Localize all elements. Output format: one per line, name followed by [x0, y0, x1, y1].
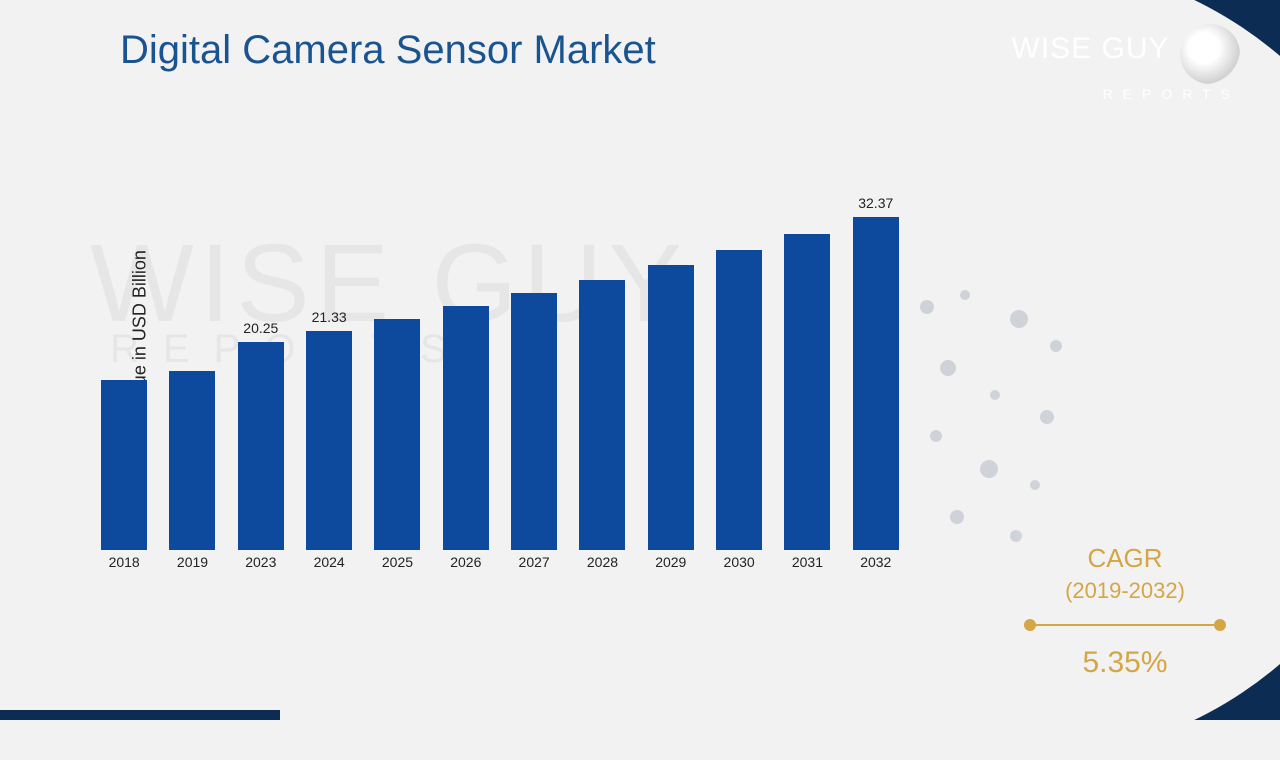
logo-text-sub: REPORTS — [1012, 86, 1240, 102]
x-axis-label: 2025 — [367, 554, 427, 580]
logo: WISE GUY REPORTS — [1012, 24, 1240, 102]
bar — [374, 319, 420, 550]
bar-value-label: 32.37 — [858, 195, 893, 213]
x-axis-label: 2030 — [709, 554, 769, 580]
bar — [853, 217, 899, 550]
bar-group — [504, 271, 564, 550]
x-axis-label: 2024 — [299, 554, 359, 580]
bar-group — [777, 212, 837, 550]
face-dots-decoration — [880, 280, 1120, 580]
x-axis-label: 2026 — [436, 554, 496, 580]
bottom-strip — [0, 710, 280, 720]
x-axis-label: 2023 — [231, 554, 291, 580]
cagr-label: CAGR — [1010, 543, 1240, 574]
bar-group — [367, 297, 427, 550]
bar-group — [162, 349, 222, 550]
bar-group: 32.37 — [846, 195, 906, 550]
bar — [579, 280, 625, 551]
x-axis-label: 2019 — [162, 554, 222, 580]
x-axis-label: 2031 — [777, 554, 837, 580]
bar-group — [641, 243, 701, 550]
bar — [169, 371, 215, 550]
bar-value-label: 21.33 — [312, 309, 347, 327]
bar-group — [94, 358, 154, 550]
bar — [784, 234, 830, 550]
bar-group: 21.33 — [299, 309, 359, 550]
x-axis-labels: 2018 2019 2023 2024 2025 2026 2027 2028 2029 2030… — [90, 554, 910, 580]
bar — [238, 342, 284, 550]
cagr-block: CAGR (2019-2032) 5.35% — [1010, 543, 1240, 680]
logo-text-main: WISE GUY — [1012, 32, 1170, 65]
cagr-value: 5.35% — [1010, 646, 1240, 680]
x-axis-label: 2018 — [94, 554, 154, 580]
x-axis-label: 2032 — [846, 554, 906, 580]
bar-group — [572, 258, 632, 551]
cagr-divider — [1030, 624, 1220, 626]
logo-head-icon — [1180, 24, 1240, 84]
x-axis-label: 2027 — [504, 554, 564, 580]
bar-group — [709, 228, 769, 550]
bar — [648, 265, 694, 550]
cagr-years: (2019-2032) — [1010, 578, 1240, 604]
bar — [306, 331, 352, 550]
bar — [716, 250, 762, 550]
chart-title: Digital Camera Sensor Market — [120, 28, 656, 73]
x-axis-label: 2028 — [572, 554, 632, 580]
bar — [101, 380, 147, 550]
bar — [511, 293, 557, 550]
bar — [443, 306, 489, 550]
x-axis-label: 2029 — [641, 554, 701, 580]
bars-area: 20.25 21.33 32.37 — [90, 170, 910, 550]
bar-group — [436, 284, 496, 550]
bar-group: 20.25 — [231, 320, 291, 550]
bar-chart: Market Value in USD Billion 20.2521.3332… — [70, 140, 910, 580]
bar-value-label: 20.25 — [243, 320, 278, 338]
